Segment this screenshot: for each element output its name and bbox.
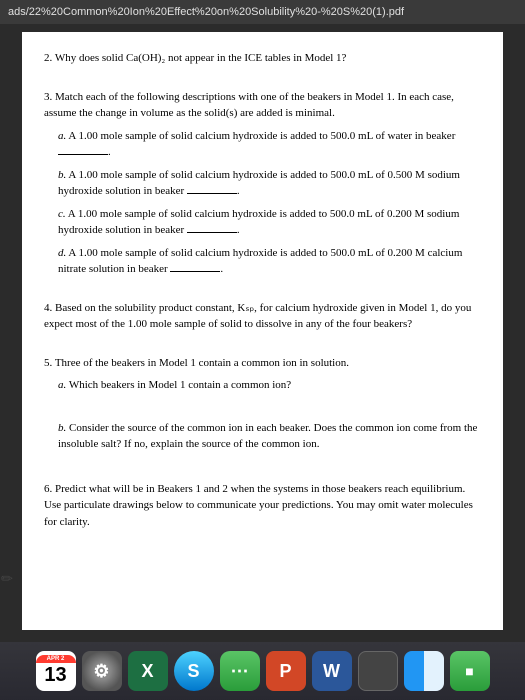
messages-label: ⋯ bbox=[231, 661, 249, 682]
url-bar: ads/22%20Common%20Ion%20Effect%20on%20So… bbox=[0, 0, 525, 24]
safari-app-icon[interactable]: S bbox=[174, 651, 214, 691]
blank-line bbox=[187, 184, 237, 194]
q3-d-text: A 1.00 mole sample of solid calcium hydr… bbox=[58, 247, 462, 276]
q3-b-label: b. bbox=[58, 169, 66, 181]
blank-line bbox=[58, 145, 108, 155]
q5-a-label: a. bbox=[58, 379, 66, 391]
pencil-icon: ✎ bbox=[0, 569, 18, 589]
q5-a-text: Which beakers in Model 1 contain a commo… bbox=[69, 379, 291, 391]
calendar-app-icon[interactable]: APR 2 13 bbox=[36, 651, 76, 691]
facetime-app-icon[interactable]: ■ bbox=[450, 651, 490, 691]
q2-text: Why does solid Ca(OH)₂ not appear in the… bbox=[55, 52, 347, 64]
excel-app-icon[interactable]: X bbox=[128, 651, 168, 691]
pdf-viewer: 2. Why does solid Ca(OH)₂ not appear in … bbox=[0, 24, 525, 638]
q3-c-text: A 1.00 mole sample of solid calcium hydr… bbox=[58, 208, 459, 237]
settings-app-icon[interactable]: ⚙ bbox=[82, 651, 122, 691]
q4-text: Based on the solubility product constant… bbox=[44, 302, 471, 331]
q5-b: b. Consider the source of the common ion… bbox=[58, 420, 481, 453]
powerpoint-app-icon[interactable]: P bbox=[266, 651, 306, 691]
q5-b-label: b. bbox=[58, 422, 66, 434]
q3-a-label: a. bbox=[58, 130, 66, 142]
q3-c: c. A 1.00 mole sample of solid calcium h… bbox=[58, 206, 481, 239]
q2-num: 2. bbox=[44, 52, 52, 64]
q6-text: Predict what will be in Beakers 1 and 2 … bbox=[44, 483, 473, 528]
calendar-month: APR 2 bbox=[36, 655, 76, 663]
q4-num: 4. bbox=[44, 302, 52, 314]
messages-app-icon[interactable]: ⋯ bbox=[220, 651, 260, 691]
q5-num: 5. bbox=[44, 357, 52, 369]
camera-icon: ■ bbox=[465, 663, 473, 679]
blank-line bbox=[187, 223, 237, 233]
powerpoint-label: P bbox=[279, 661, 291, 682]
word-label: W bbox=[323, 661, 340, 682]
q5-b-text: Consider the source of the common ion in… bbox=[58, 422, 477, 451]
q3-a: a. A 1.00 mole sample of solid calcium h… bbox=[58, 128, 481, 161]
q3-intro: Match each of the following descriptions… bbox=[44, 91, 454, 120]
calendar-date: 13 bbox=[44, 663, 66, 687]
gear-icon: ⚙ bbox=[93, 661, 109, 682]
q3-a-text: A 1.00 mole sample of solid calcium hydr… bbox=[68, 130, 455, 142]
q5-intro: Three of the beakers in Model 1 contain … bbox=[55, 357, 349, 369]
q3-d: d. A 1.00 mole sample of solid calcium h… bbox=[58, 245, 481, 278]
widget-app-icon[interactable] bbox=[358, 651, 398, 691]
q3-num: 3. bbox=[44, 91, 52, 103]
q5-a: a. Which beakers in Model 1 contain a co… bbox=[58, 377, 481, 394]
question-3: 3. Match each of the following descripti… bbox=[44, 89, 481, 278]
q3-b-text: A 1.00 mole sample of solid calcium hydr… bbox=[58, 169, 460, 198]
finder-app-icon[interactable] bbox=[404, 651, 444, 691]
pdf-page: 2. Why does solid Ca(OH)₂ not appear in … bbox=[22, 32, 503, 630]
blank-line bbox=[170, 262, 220, 272]
q3-c-label: c. bbox=[58, 208, 66, 220]
dock: APR 2 13 ⚙ X S ⋯ P W ■ bbox=[0, 642, 525, 700]
q3-d-label: d. bbox=[58, 247, 66, 259]
q3-b: b. A 1.00 mole sample of solid calcium h… bbox=[58, 167, 481, 200]
question-6: 6. Predict what will be in Beakers 1 and… bbox=[44, 481, 481, 531]
url-text: ads/22%20Common%20Ion%20Effect%20on%20So… bbox=[8, 6, 404, 18]
excel-label: X bbox=[141, 661, 153, 682]
word-app-icon[interactable]: W bbox=[312, 651, 352, 691]
safari-label: S bbox=[187, 661, 199, 682]
question-5: 5. Three of the beakers in Model 1 conta… bbox=[44, 355, 481, 453]
question-4: 4. Based on the solubility product const… bbox=[44, 300, 481, 333]
q6-num: 6. bbox=[44, 483, 52, 495]
question-2: 2. Why does solid Ca(OH)₂ not appear in … bbox=[44, 50, 481, 67]
